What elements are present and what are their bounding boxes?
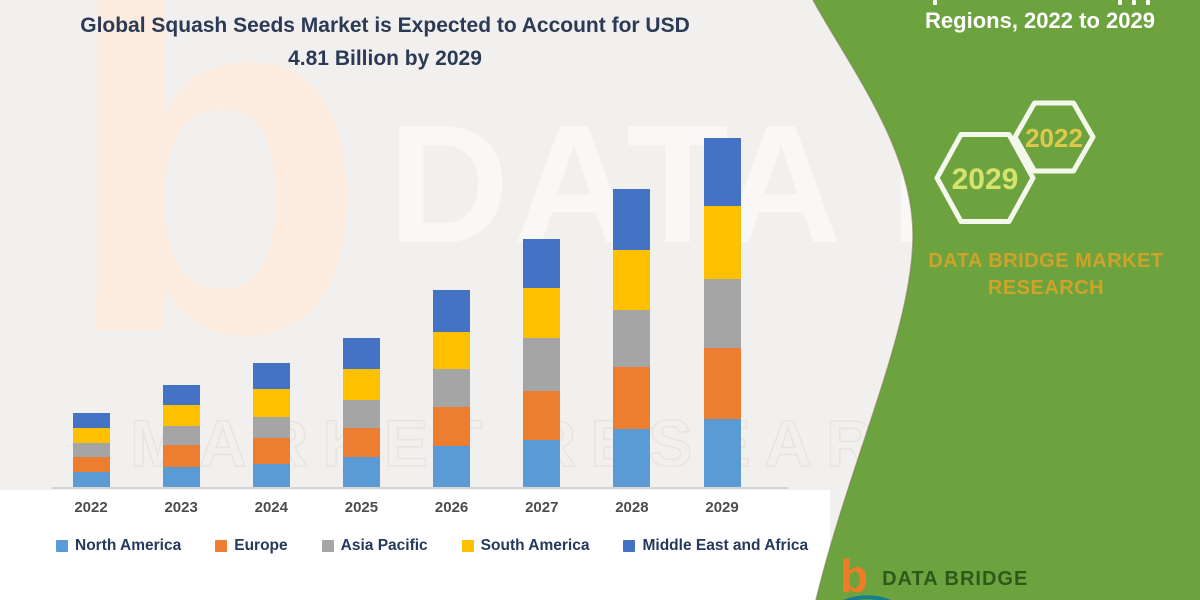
panel-brand-text: DATA BRIDGE MARKET RESEARCH: [880, 248, 1200, 302]
legend-swatch-icon: [461, 540, 474, 552]
legend-label: Europe: [234, 537, 288, 554]
bar-segment-south-america: [523, 288, 561, 339]
footer-logo-mark: b: [840, 553, 892, 600]
bar-2028: [613, 189, 651, 487]
bar-segment-europe: [72, 456, 110, 473]
bar-segment-north-america: [162, 466, 200, 487]
bar-2027: [523, 239, 561, 487]
bar-2023: [162, 385, 200, 487]
bar-segment-asia-pacific: [613, 309, 651, 368]
legend-swatch-icon: [623, 540, 636, 552]
footer-logo-swoosh-icon: [843, 595, 892, 600]
legend-label: Middle East and Africa: [642, 537, 809, 554]
hexagon-2022-label: 2022: [1025, 123, 1083, 153]
x-axis-label-2028: 2028: [615, 499, 649, 516]
x-axis-line: [52, 487, 788, 489]
bar-segment-middle-east-and-africa: [433, 289, 471, 332]
bar-segment-europe: [523, 391, 561, 440]
legend-swatch-icon: [215, 540, 228, 552]
bar-segment-north-america: [703, 418, 741, 487]
bar-2022: [72, 412, 110, 487]
bar-2029: [703, 137, 741, 487]
legend-item-north-america: North America: [56, 537, 181, 555]
bar-segment-asia-pacific: [433, 368, 471, 408]
hexagon-2029-label: 2029: [952, 163, 1019, 196]
legend-label: South America: [480, 537, 590, 554]
bar-segment-middle-east-and-africa: [72, 412, 110, 429]
chart-title-line1: Global Squash Seeds Market is Expected t…: [80, 14, 690, 37]
bar-segment-middle-east-and-africa: [523, 239, 561, 289]
cropped-text-remnant: [933, 0, 937, 5]
bar-2026: [433, 289, 471, 487]
chart-title-line2: 4.81 Billion by 2029: [288, 46, 482, 70]
panel-brand-line1: DATA BRIDGE MARKET: [928, 250, 1164, 272]
bar-segment-north-america: [342, 457, 380, 487]
legend-item-asia-pacific: Asia Pacific: [321, 537, 428, 555]
footer-logo-b-icon: b: [840, 550, 869, 600]
cropped-text-remnant: [1146, 0, 1150, 5]
cropped-text-remnant: [1118, 0, 1122, 5]
bar-segment-asia-pacific: [703, 278, 741, 348]
bar-segment-middle-east-and-africa: [342, 338, 380, 370]
bar-segment-north-america: [433, 446, 471, 487]
bar-segment-asia-pacific: [72, 442, 110, 457]
hexagon-2022: [1012, 100, 1096, 174]
footer-logo-text: DATA BRIDGE: [882, 568, 1029, 590]
bar-segment-middle-east-and-africa: [703, 137, 741, 207]
bar-segment-south-america: [162, 404, 200, 427]
bar-2025: [342, 338, 380, 487]
bar-segment-north-america: [613, 428, 651, 487]
hexagon-2029: [934, 132, 1036, 224]
bar-segment-asia-pacific: [162, 426, 200, 445]
x-axis-label-2027: 2027: [525, 499, 559, 516]
bar-segment-middle-east-and-africa: [162, 385, 200, 405]
bar-segment-europe: [613, 367, 651, 429]
panel-heading: Regions, 2022 to 2029: [925, 8, 1155, 33]
cropped-text-remnant: [1132, 0, 1136, 5]
legend-item-south-america: South America: [461, 537, 590, 555]
bar-segment-south-america: [703, 206, 741, 279]
legend-label: North America: [75, 537, 182, 554]
watermark-brand-letter: b: [62, 0, 368, 437]
bar-segment-south-america: [433, 331, 471, 369]
bar-segment-asia-pacific: [252, 416, 290, 438]
legend-swatch-icon: [56, 540, 68, 552]
legend-swatch-icon: [321, 540, 334, 552]
bar-segment-south-america: [72, 428, 110, 443]
bar-segment-asia-pacific: [523, 338, 561, 392]
bar-segment-asia-pacific: [342, 399, 380, 429]
x-axis-label-2025: 2025: [344, 499, 379, 516]
bar-segment-europe: [162, 444, 200, 467]
footer-logo: b DATA BRIDGE: [840, 553, 1029, 600]
bar-segment-north-america: [523, 439, 561, 487]
bar-segment-north-america: [252, 463, 290, 487]
chart-title: Global Squash Seeds Market is Expected t…: [45, 10, 725, 75]
bar-segment-north-america: [72, 472, 110, 487]
bar-segment-europe: [342, 428, 380, 458]
chart-footer-strip: [0, 490, 830, 600]
bar-segment-middle-east-and-africa: [613, 189, 651, 251]
bar-segment-europe: [433, 407, 471, 447]
x-axis-label-2026: 2026: [434, 499, 469, 516]
panel-brand-line2: RESEARCH: [987, 277, 1105, 299]
x-axis-label-2023: 2023: [164, 499, 198, 516]
bar-segment-south-america: [342, 369, 380, 400]
bar-2024: [252, 362, 290, 487]
bar-segment-south-america: [252, 389, 290, 417]
year-hexagons: 2029 2022: [934, 100, 1096, 224]
bar-segment-south-america: [613, 250, 651, 310]
x-axis-label-2022: 2022: [74, 499, 108, 516]
bar-segment-europe: [703, 347, 741, 419]
x-axis-label-2024: 2024: [254, 499, 288, 516]
bar-segment-europe: [252, 437, 290, 464]
legend-label: Asia Pacific: [340, 537, 428, 554]
legend-item-europe: Europe: [215, 537, 288, 555]
bar-segment-middle-east-and-africa: [252, 362, 290, 390]
x-axis-label-2029: 2029: [705, 499, 739, 516]
chart-legend: North America Europe Asia Pacific South Ame…: [56, 537, 808, 555]
legend-item-middle-east-and-africa: Middle East and Africa: [623, 537, 808, 555]
